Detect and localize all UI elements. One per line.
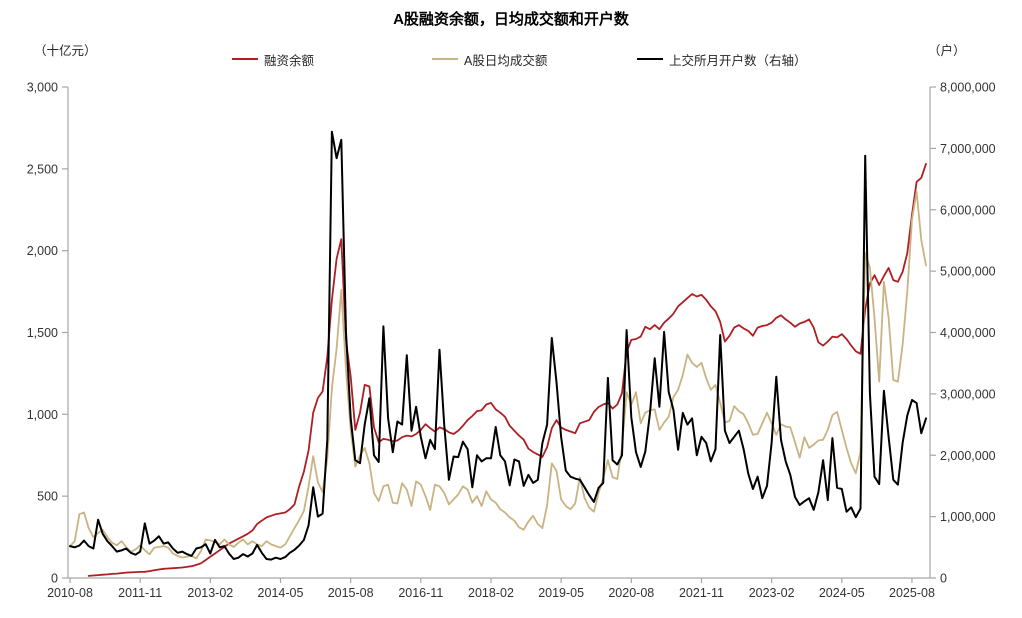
- y-left-tick-label: 2,500: [27, 162, 58, 176]
- y-left-tick-label: 1,500: [27, 326, 58, 340]
- x-tick-label: 2015-08: [328, 586, 374, 600]
- y-right-tick-label: 2,000,000: [940, 449, 996, 463]
- legend-swatch-new-accounts: [637, 58, 663, 60]
- x-tick-label: 2019-05: [538, 586, 584, 600]
- legend-item-daily-turnover: A股日均成交额: [432, 51, 548, 68]
- y-left-tick-label: 2,000: [27, 244, 58, 258]
- x-tick-label: 2011-11: [118, 586, 162, 600]
- y-right-tick-label: 4,000,000: [940, 326, 996, 340]
- x-tick-label: 2016-11: [398, 586, 443, 600]
- x-tick-label: 2023-02: [749, 586, 795, 600]
- chart-title: A股融资余额，日均成交额和开户数: [393, 11, 629, 28]
- right-axis-unit-label: （户）: [928, 44, 966, 58]
- x-tick-label: 2013-02: [187, 586, 233, 600]
- y-right-tick-label: 1,000,000: [940, 510, 996, 524]
- legend-label-new-accounts: 上交所月开户数（右轴）: [669, 53, 807, 68]
- x-tick-label: 2024-05: [819, 586, 865, 600]
- y-left-tick-label: 1,000: [27, 408, 58, 422]
- legend-label-daily-turnover: A股日均成交额: [464, 53, 548, 68]
- x-tick-label: 2014-05: [258, 586, 304, 600]
- x-tick-label: 2010-08: [47, 586, 93, 600]
- series-new-accounts-line: [69, 130, 927, 561]
- legend-item-margin-balance: 融资余额: [232, 51, 315, 68]
- series-daily-turnover-line: [69, 190, 927, 560]
- y-right-tick-label: 3,000,000: [940, 387, 996, 401]
- y-right-tick-label: 7,000,000: [940, 142, 996, 156]
- y-right-tick-label: 6,000,000: [940, 203, 996, 217]
- legend-swatch-margin-balance: [232, 58, 258, 60]
- y-right-tick-label: 8,000,000: [940, 81, 996, 95]
- y-right-tick-label: 0: [940, 572, 947, 586]
- legend-item-new-accounts: 上交所月开户数（右轴）: [637, 51, 807, 68]
- y-right-tick-label: 5,000,000: [940, 265, 996, 279]
- y-left-tick-label: 3,000: [27, 81, 58, 95]
- x-tick-label: 2021-11: [679, 586, 724, 600]
- legend-swatch-daily-turnover: [432, 58, 458, 60]
- x-tick-label: 2020-08: [608, 586, 654, 600]
- x-tick-label: 2025-08: [889, 586, 935, 600]
- y-left-tick-label: 0: [51, 572, 58, 586]
- legend: 融资余额 A股日均成交额 上交所月开户数（右轴）: [0, 51, 1022, 68]
- left-axis-unit-label: （十亿元）: [34, 44, 97, 58]
- legend-label-margin-balance: 融资余额: [264, 53, 315, 68]
- x-tick-label: 2018-02: [468, 586, 514, 600]
- y-left-tick-label: 500: [37, 490, 58, 504]
